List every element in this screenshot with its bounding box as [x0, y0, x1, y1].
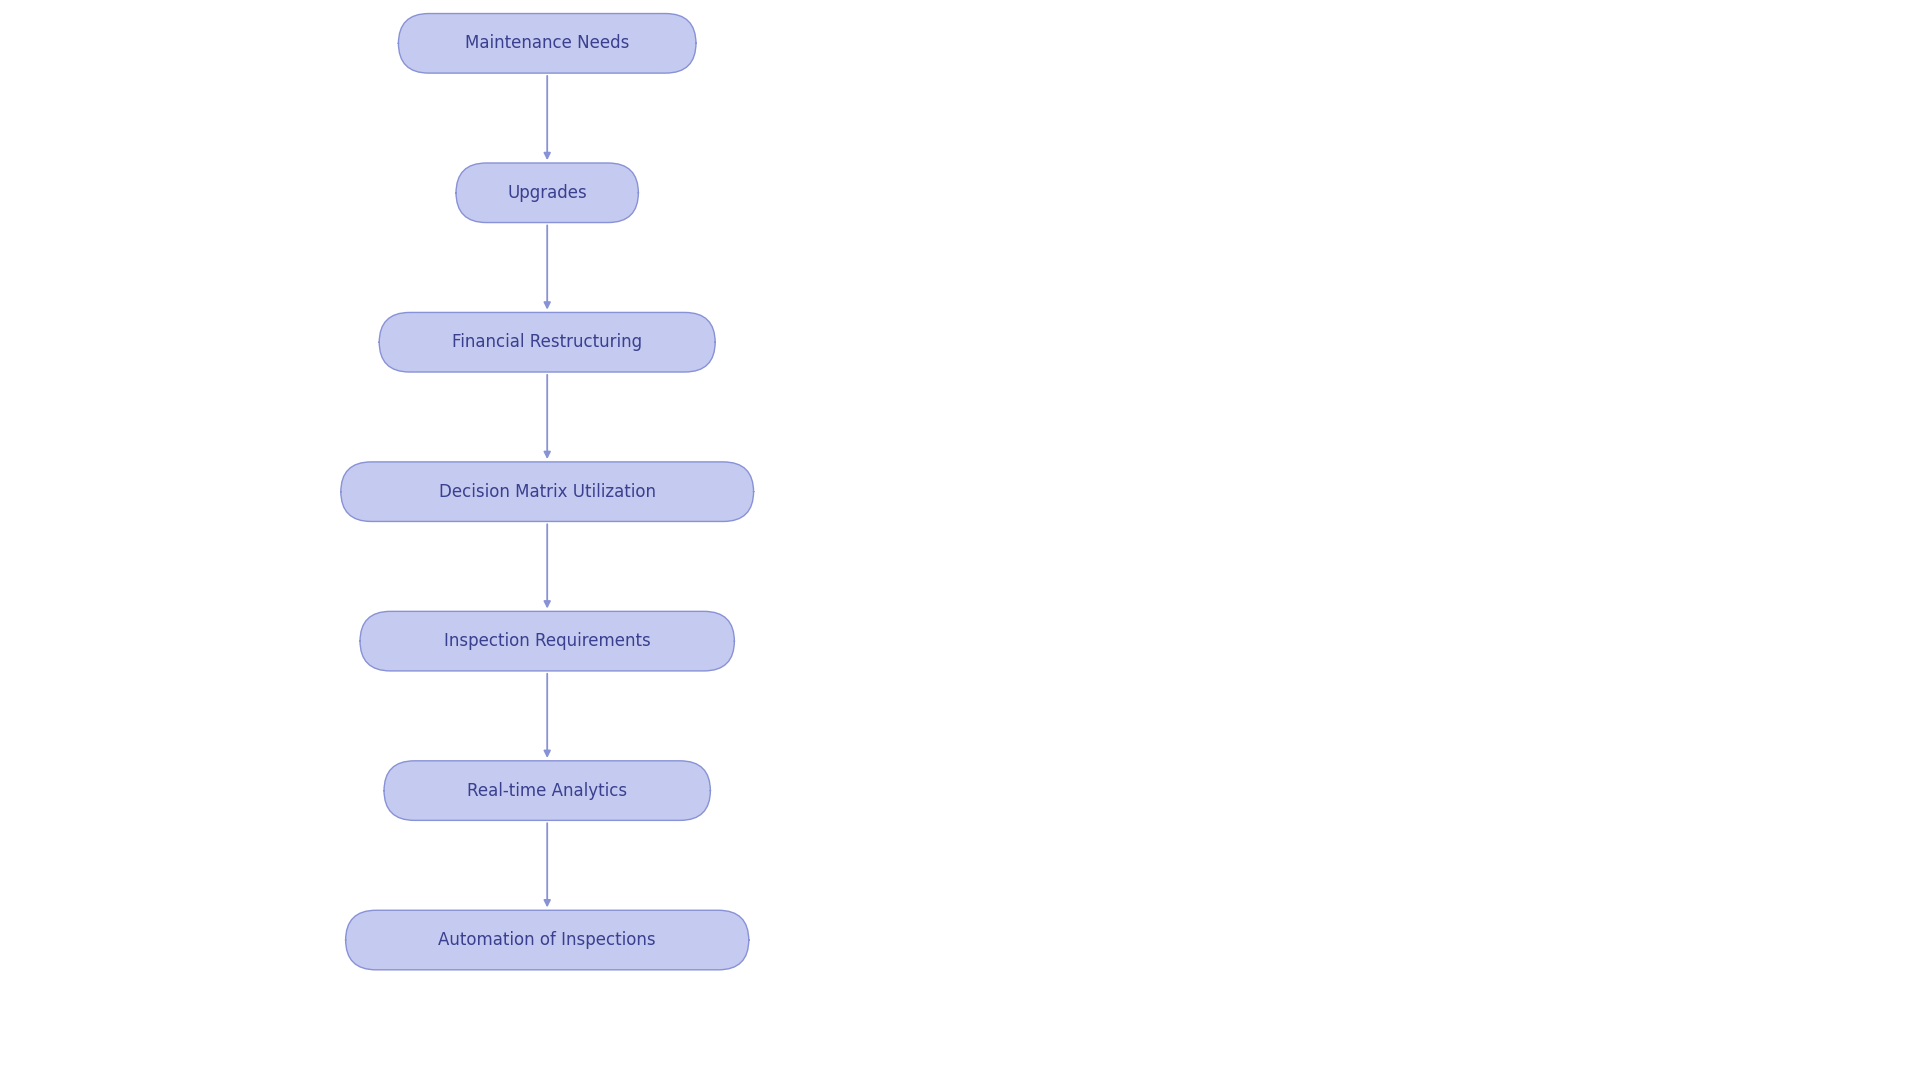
FancyBboxPatch shape: [340, 461, 753, 522]
FancyBboxPatch shape: [455, 162, 637, 223]
FancyBboxPatch shape: [378, 313, 714, 373]
Text: Decision Matrix Utilization: Decision Matrix Utilization: [438, 483, 657, 500]
Text: Financial Restructuring: Financial Restructuring: [451, 334, 643, 351]
FancyBboxPatch shape: [397, 13, 695, 74]
FancyBboxPatch shape: [359, 611, 733, 670]
Text: Real-time Analytics: Real-time Analytics: [467, 782, 628, 799]
Text: Automation of Inspections: Automation of Inspections: [438, 931, 657, 949]
Text: Inspection Requirements: Inspection Requirements: [444, 632, 651, 650]
Text: Upgrades: Upgrades: [507, 184, 588, 201]
FancyBboxPatch shape: [346, 910, 749, 970]
FancyBboxPatch shape: [384, 760, 710, 821]
Text: Maintenance Needs: Maintenance Needs: [465, 35, 630, 52]
